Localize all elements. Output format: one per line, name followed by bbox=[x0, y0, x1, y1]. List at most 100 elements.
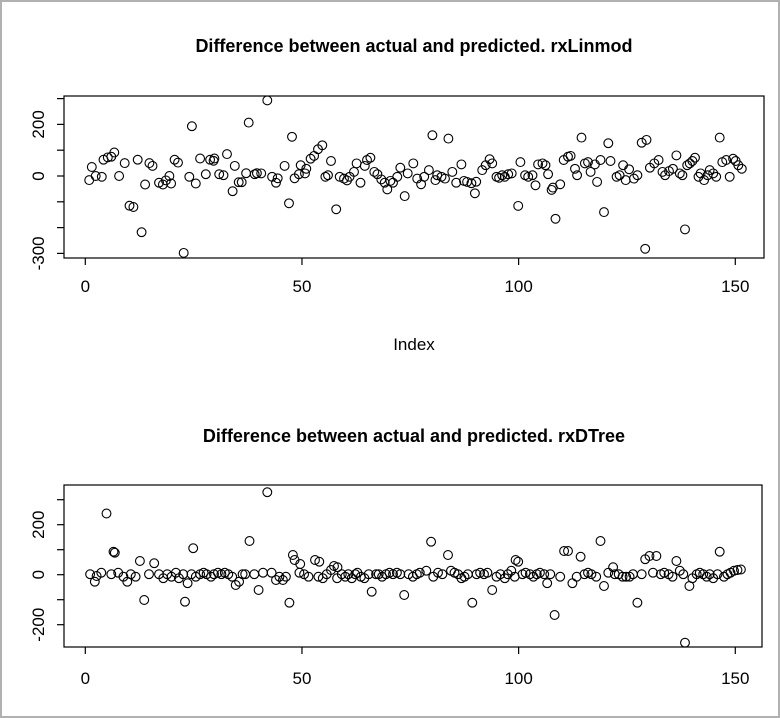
data-point bbox=[530, 180, 541, 191]
y-tick-label: 200 bbox=[29, 110, 48, 138]
data-point bbox=[711, 171, 722, 182]
data-point bbox=[114, 171, 125, 181]
x-tick-label: 50 bbox=[293, 669, 312, 688]
data-point bbox=[363, 569, 374, 580]
data-point bbox=[469, 188, 480, 199]
data-point bbox=[256, 168, 267, 179]
data-point bbox=[102, 152, 113, 163]
data-point bbox=[636, 137, 647, 148]
data-point bbox=[362, 155, 372, 165]
linmod-plot: 200 0 -300 0 50 100 150 bbox=[29, 95, 765, 296]
data-point bbox=[271, 575, 281, 585]
data-point bbox=[423, 165, 434, 176]
data-point bbox=[218, 170, 229, 181]
data-point bbox=[222, 149, 232, 160]
data-point bbox=[543, 169, 554, 180]
data-point bbox=[402, 168, 413, 179]
data-point bbox=[440, 173, 450, 184]
y-tick-label: 200 bbox=[29, 511, 48, 539]
data-point bbox=[284, 597, 295, 608]
data-point bbox=[515, 157, 526, 168]
data-point bbox=[443, 133, 454, 144]
data-point bbox=[300, 168, 310, 179]
data-point bbox=[595, 536, 606, 546]
data-point bbox=[326, 156, 336, 166]
data-point bbox=[620, 175, 631, 186]
data-point bbox=[482, 567, 493, 578]
data-point bbox=[624, 571, 635, 582]
data-point bbox=[144, 569, 154, 580]
data-point bbox=[277, 575, 288, 585]
data-point bbox=[724, 171, 735, 182]
data-point bbox=[659, 567, 670, 578]
data-point bbox=[545, 569, 556, 580]
data-point bbox=[523, 171, 534, 182]
data-point bbox=[166, 178, 177, 189]
data-point bbox=[132, 154, 143, 165]
data-point bbox=[200, 169, 211, 180]
plot-box bbox=[63, 484, 763, 648]
data-point bbox=[421, 565, 432, 576]
data-point bbox=[271, 177, 281, 188]
data-point bbox=[671, 556, 682, 566]
data-point bbox=[227, 571, 238, 582]
data-point bbox=[534, 567, 545, 578]
data-point bbox=[699, 175, 710, 186]
data-point bbox=[503, 169, 514, 180]
data-point bbox=[178, 247, 189, 258]
data-point bbox=[237, 569, 248, 580]
data-point bbox=[303, 571, 314, 582]
data-point bbox=[603, 567, 614, 578]
data-point bbox=[653, 155, 664, 165]
data-point bbox=[274, 571, 285, 582]
data-point bbox=[550, 213, 561, 224]
data-point bbox=[295, 160, 306, 171]
data-point bbox=[563, 546, 573, 556]
data-point bbox=[733, 160, 744, 171]
data-point bbox=[351, 158, 362, 169]
data-point bbox=[236, 177, 247, 188]
data-point bbox=[272, 173, 283, 184]
data-point bbox=[251, 168, 262, 179]
data-point bbox=[708, 168, 719, 179]
data-point bbox=[539, 569, 550, 580]
data-point bbox=[657, 166, 668, 177]
plot1-x-axis-title: Index bbox=[393, 335, 435, 354]
data-point bbox=[443, 550, 453, 560]
data-point bbox=[266, 567, 277, 578]
data-point bbox=[331, 204, 342, 215]
data-point bbox=[617, 571, 628, 582]
dtree-plot: 200 0 -200 0 50 100 150 bbox=[29, 484, 763, 688]
data-point bbox=[680, 224, 690, 235]
data-point bbox=[320, 171, 331, 182]
data-point bbox=[586, 569, 597, 580]
data-point bbox=[85, 569, 96, 580]
data-point bbox=[677, 170, 688, 181]
data-point bbox=[542, 578, 553, 589]
data-point bbox=[732, 565, 743, 575]
data-point bbox=[636, 569, 647, 580]
data-point bbox=[366, 586, 377, 597]
data-point bbox=[414, 567, 425, 578]
data-point bbox=[101, 508, 112, 519]
data-point bbox=[227, 186, 238, 197]
data-point bbox=[280, 571, 291, 582]
data-point bbox=[736, 163, 747, 174]
data-point bbox=[570, 163, 580, 174]
data-point bbox=[96, 567, 107, 578]
data-point bbox=[317, 140, 328, 151]
x-tick-label: 150 bbox=[721, 277, 749, 296]
data-point bbox=[139, 595, 150, 605]
data-point bbox=[520, 567, 531, 578]
data-point bbox=[714, 132, 725, 143]
data-point bbox=[583, 157, 593, 168]
data-point bbox=[456, 159, 467, 170]
data-point bbox=[109, 147, 120, 158]
data-point bbox=[136, 227, 147, 238]
data-point bbox=[214, 169, 225, 180]
data-point bbox=[621, 571, 632, 582]
data-point bbox=[399, 590, 410, 600]
data-point bbox=[106, 569, 117, 580]
